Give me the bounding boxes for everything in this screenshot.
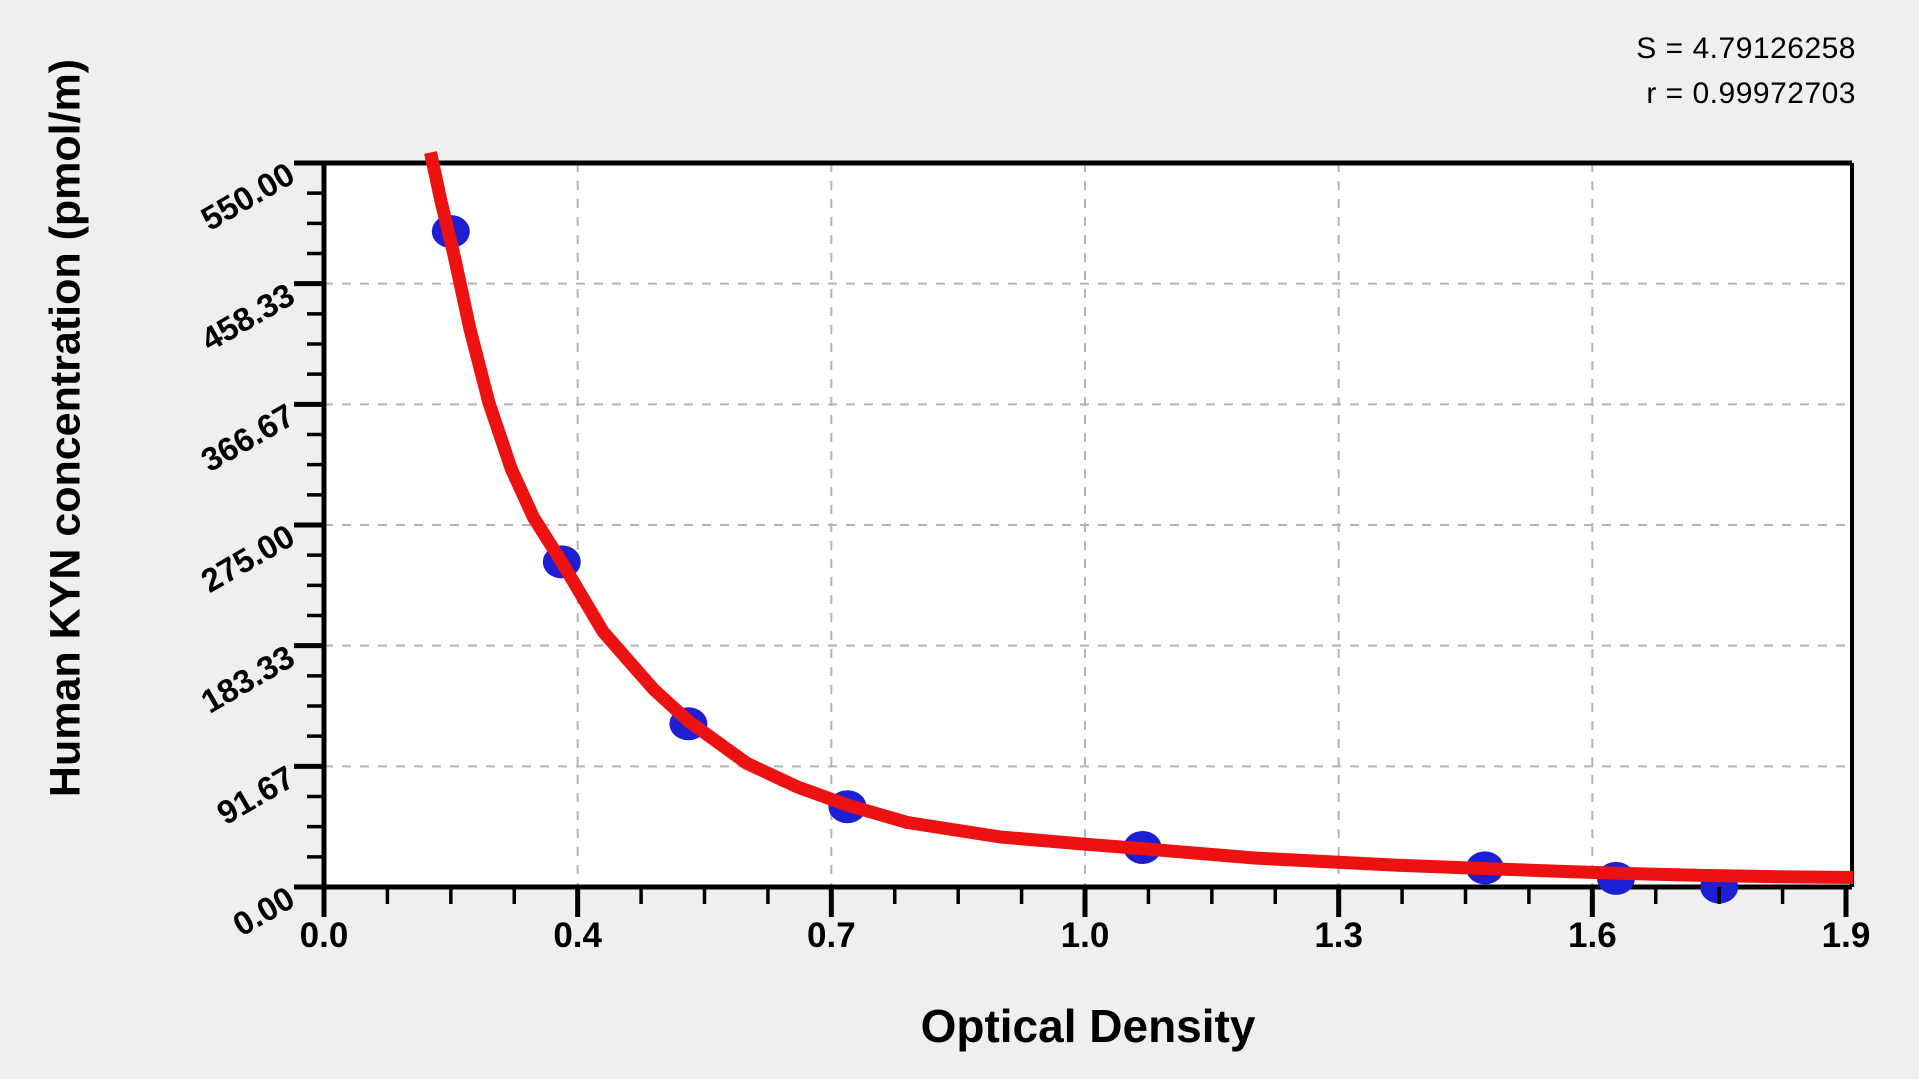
gridlines bbox=[324, 163, 1852, 887]
x-tick-label: 1.3 bbox=[1314, 916, 1363, 955]
y-tick-label: 550.00 bbox=[195, 155, 301, 238]
y-tick-labels: 0.00 91.67 183.33 275.00 366.67 458.33 550.00 bbox=[195, 155, 301, 943]
y-tick-label: 366.67 bbox=[195, 396, 301, 479]
axis-ticks bbox=[294, 160, 1849, 917]
y-axis-title: Human KYN concentration (pmol/m) bbox=[41, 58, 90, 798]
fit-statistics: S = 4.79126258 r = 0.99972703 bbox=[1636, 26, 1856, 116]
fit-statistic-s: S = 4.79126258 bbox=[1636, 32, 1856, 65]
x-tick-label: 0.4 bbox=[553, 916, 602, 955]
y-tick-label: 91.67 bbox=[210, 758, 300, 831]
x-tick-labels: 0.0 0.4 0.7 1.0 1.3 1.6 1.9 bbox=[300, 916, 1871, 955]
y-tick-label: 0.00 bbox=[226, 879, 300, 943]
x-tick-label: 0.7 bbox=[807, 916, 856, 955]
y-tick-label: 458.33 bbox=[195, 276, 301, 359]
fitted-curve bbox=[424, 151, 1854, 884]
x-tick-label: 1.9 bbox=[1822, 916, 1871, 955]
x-tick-label: 1.6 bbox=[1568, 916, 1617, 955]
fit-statistic-r: r = 0.99972703 bbox=[1646, 77, 1856, 110]
y-tick-label: 275.00 bbox=[195, 517, 301, 600]
x-axis-title: Optical Density bbox=[920, 1000, 1256, 1052]
x-tick-label: 0.0 bbox=[300, 916, 349, 955]
x-tick-label: 1.0 bbox=[1061, 916, 1110, 955]
y-tick-label: 183.33 bbox=[195, 638, 301, 721]
